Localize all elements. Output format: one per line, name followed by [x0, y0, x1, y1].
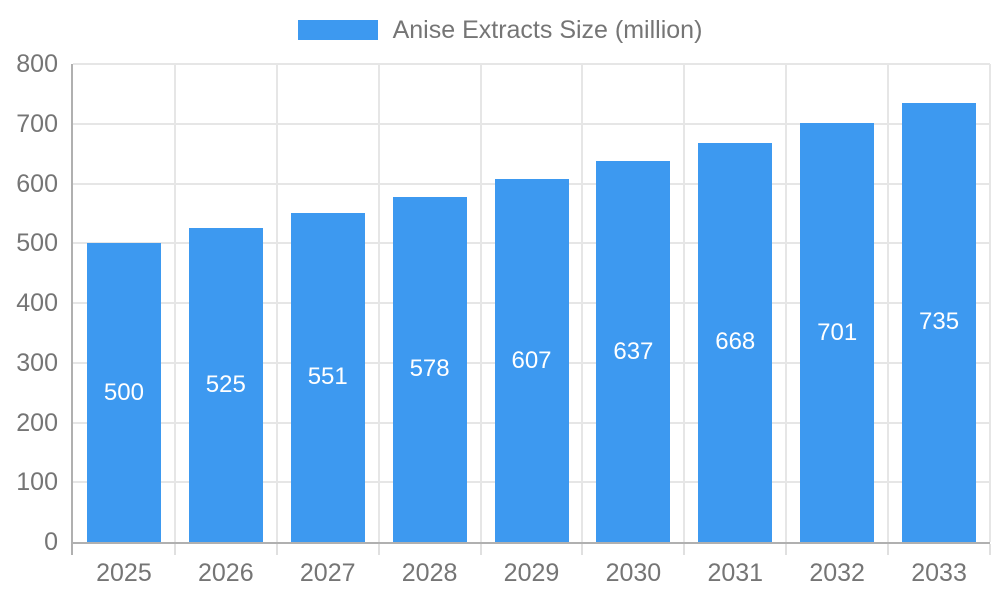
- bar-2027: 551: [290, 212, 365, 542]
- y-axis-tick-label-200: 200: [16, 408, 58, 437]
- gridline-x-boundary-4: [479, 64, 482, 542]
- x-axis-tick-label-2033: 2033: [911, 559, 967, 587]
- bar-value-label: 578: [409, 355, 450, 383]
- x-axis-tick-mark-3: [377, 544, 380, 555]
- x-axis-tick-mark-4: [479, 544, 482, 555]
- x-axis-tick-label-2026: 2026: [198, 559, 254, 587]
- x-axis-labels: 2025 2026 2027 2028 2029 2030 2031 2032 2033: [0, 558, 1000, 590]
- bar-2033: 735: [902, 102, 977, 542]
- y-axis-tick-label-600: 600: [16, 169, 58, 198]
- x-axis-tick-mark-1: [173, 544, 176, 555]
- gridline-x-boundary-9: [989, 64, 991, 542]
- bar-2032: 701: [800, 123, 875, 542]
- gridline-y-800: [73, 63, 990, 65]
- gridline-x-boundary-1: [173, 64, 176, 542]
- y-axis-tick-label-500: 500: [16, 229, 58, 258]
- bar-2025: 500: [86, 243, 161, 542]
- bar-value-label: 607: [511, 346, 552, 374]
- x-axis-tick-label-2031: 2031: [707, 559, 764, 587]
- y-axis-tick-label-300: 300: [16, 348, 58, 377]
- bar-2030: 637: [596, 161, 671, 542]
- bar-value-label: 637: [613, 337, 654, 365]
- bar-value-label: 551: [307, 363, 348, 391]
- y-axis-tick-label-100: 100: [16, 468, 58, 497]
- bar-value-label: 525: [205, 371, 246, 399]
- x-axis-tick-mark-8: [887, 544, 890, 555]
- y-axis-tick-label-700: 700: [16, 109, 58, 138]
- bar-value-label: 701: [817, 318, 858, 346]
- legend-swatch: [297, 20, 378, 40]
- gridline-x-boundary-7: [785, 64, 788, 542]
- bar-2028: 578: [392, 196, 467, 542]
- x-axis-tick-label-2029: 2029: [503, 559, 560, 587]
- x-axis-tick-mark-2: [275, 544, 278, 555]
- y-axis-labels: 0 100 200 300 400 500 600 700 800: [0, 0, 58, 600]
- legend-label: Anise Extracts Size (million): [392, 16, 703, 44]
- x-axis-tick-label-2032: 2032: [809, 559, 865, 587]
- gridline-x-boundary-2: [275, 64, 278, 542]
- gridline-y-700: [73, 122, 990, 125]
- y-axis-tick-label-0: 0: [44, 528, 58, 556]
- x-axis-tick-label-2027: 2027: [299, 559, 356, 587]
- x-axis-tick-label-2025: 2025: [96, 559, 152, 587]
- y-axis-line: [71, 64, 73, 555]
- bar-2029: 607: [494, 179, 569, 542]
- gridline-x-boundary-8: [887, 64, 890, 542]
- x-axis-tick-mark-7: [785, 544, 788, 555]
- bar-value-label: 735: [919, 308, 960, 336]
- x-axis-tick-label-2030: 2030: [605, 559, 662, 587]
- gridline-x-boundary-6: [683, 64, 686, 542]
- x-axis-line: [71, 542, 990, 544]
- bar-value-label: 668: [715, 328, 756, 356]
- legend[interactable]: Anise Extracts Size (million): [0, 16, 1000, 44]
- gridline-x-boundary-3: [377, 64, 380, 542]
- gridline-x-boundary-5: [581, 64, 584, 542]
- x-axis-tick-mark-5: [581, 544, 584, 555]
- y-axis-tick-label-800: 800: [16, 50, 58, 78]
- x-axis-tick-mark-6: [683, 544, 686, 555]
- y-axis-tick-label-400: 400: [16, 289, 58, 317]
- bar-2031: 668: [698, 142, 773, 542]
- x-axis-tick-label-2028: 2028: [401, 559, 458, 587]
- x-axis-tick-mark-9: [989, 544, 991, 555]
- bar-2026: 525: [188, 228, 263, 542]
- plot-area: 500 525 551 578 607 637 668 701 735: [73, 63, 991, 542]
- bar-value-label: 500: [103, 378, 144, 406]
